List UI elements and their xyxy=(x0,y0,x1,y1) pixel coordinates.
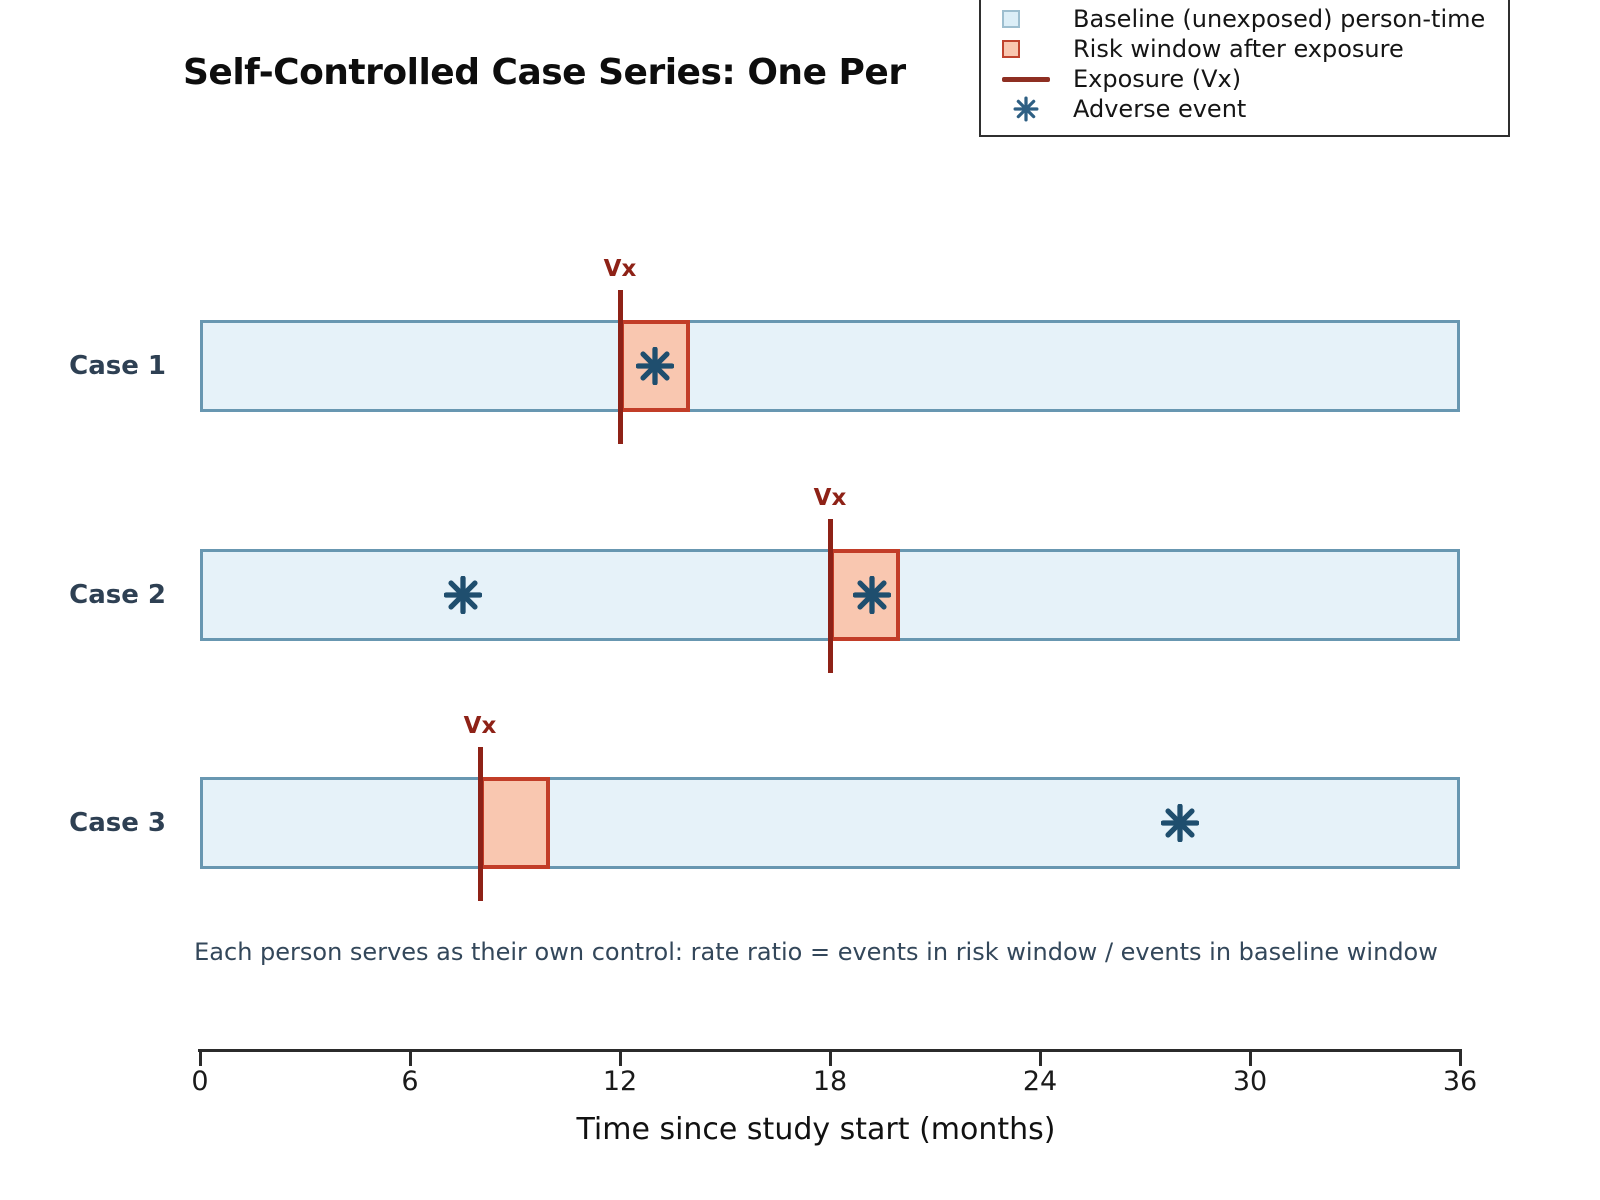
legend-item-baseline: Baseline (unexposed) person-time xyxy=(1002,4,1498,34)
axis-tick-label: 18 xyxy=(812,1066,848,1097)
chart-title: Self-Controlled Case Series: One Per xyxy=(183,52,906,93)
legend-label: Exposure (Vx) xyxy=(1073,65,1242,93)
exposure-line xyxy=(617,290,623,444)
legend-label: Baseline (unexposed) person-time xyxy=(1073,5,1486,33)
axis-tick-label: 6 xyxy=(401,1066,419,1097)
risk-swatch-icon xyxy=(1002,40,1050,58)
case-label: Case 3 xyxy=(69,808,166,838)
axis-tick xyxy=(618,1052,622,1066)
adverse-event-icon xyxy=(636,347,674,385)
axis-tick-label: 24 xyxy=(1022,1066,1058,1097)
risk-window xyxy=(480,777,550,869)
exposure-label: Vx xyxy=(813,485,847,511)
legend: Baseline (unexposed) person-time Risk wi… xyxy=(979,0,1510,137)
exposure-label: Vx xyxy=(603,256,637,282)
adverse-event-icon xyxy=(853,576,891,614)
axis-tick xyxy=(828,1052,832,1066)
legend-item-risk: Risk window after exposure xyxy=(1002,34,1498,64)
adverse-event-icon xyxy=(1161,804,1199,842)
case-label: Case 1 xyxy=(69,351,166,381)
adverse-event-icon xyxy=(443,576,482,614)
exposure-line xyxy=(477,747,483,901)
exposure-label: Vx xyxy=(463,713,497,739)
x-axis xyxy=(198,1049,1462,1052)
axis-tick-label: 30 xyxy=(1232,1066,1268,1097)
axis-tick xyxy=(408,1052,412,1066)
legend-item-event: Adverse event xyxy=(1002,94,1498,124)
axis-tick-label: 12 xyxy=(602,1066,638,1097)
case-label: Case 2 xyxy=(69,580,166,610)
axis-tick xyxy=(1458,1052,1462,1066)
legend-label: Adverse event xyxy=(1073,95,1247,123)
axis-tick xyxy=(1248,1052,1252,1066)
x-axis-label: Time since study start (months) xyxy=(576,1112,1056,1147)
exposure-line xyxy=(827,519,833,673)
baseline-bar xyxy=(200,777,1460,869)
baseline-swatch-icon xyxy=(1002,10,1050,28)
axis-tick-label: 36 xyxy=(1442,1066,1478,1097)
baseline-bar xyxy=(200,320,1460,412)
legend-item-exposure: Exposure (Vx) xyxy=(1002,64,1498,94)
subtitle-note: Each person serves as their own control:… xyxy=(194,938,1438,966)
axis-tick xyxy=(198,1052,202,1066)
axis-tick-label: 0 xyxy=(191,1066,209,1097)
axis-tick xyxy=(1038,1052,1042,1066)
legend-label: Risk window after exposure xyxy=(1073,35,1404,63)
exposure-line-icon xyxy=(1002,76,1050,82)
asterisk-icon xyxy=(1002,96,1050,122)
